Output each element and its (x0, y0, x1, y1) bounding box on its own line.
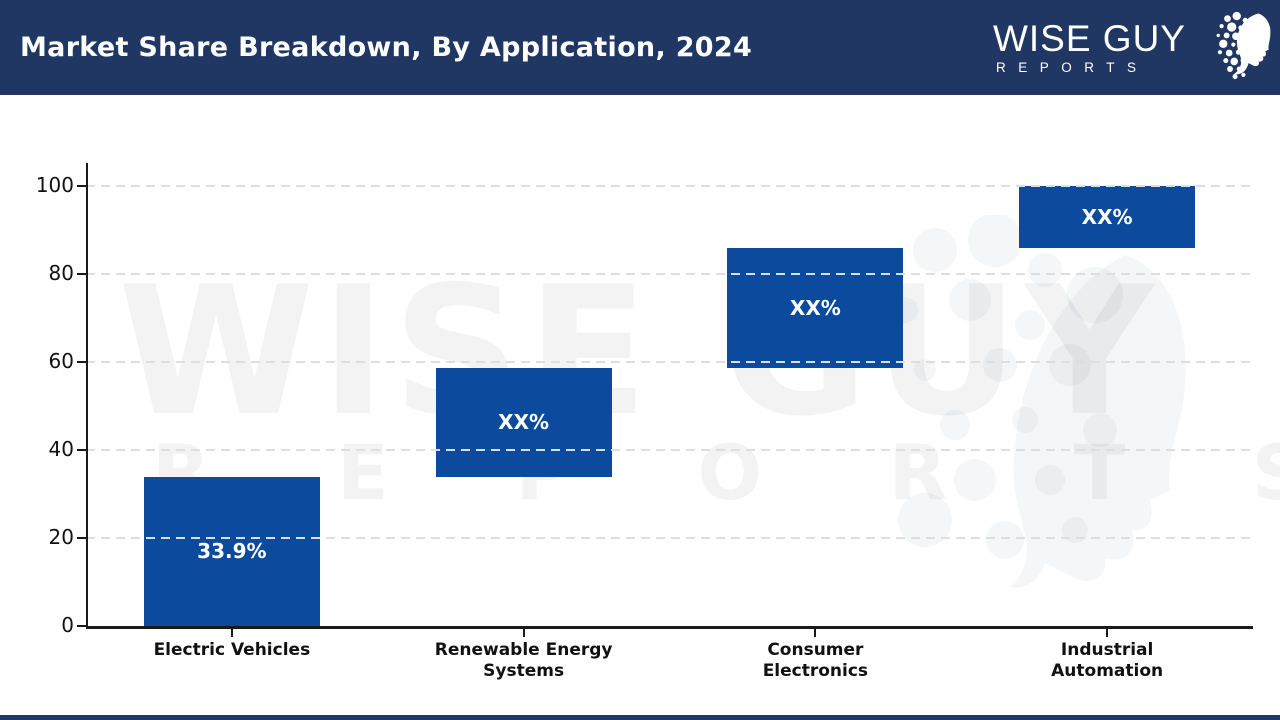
bar-industrial-automation: XX% (1019, 186, 1196, 249)
chart-area: WISE GUY R E P O R T S 0 20 40 60 80 100 33.9%… (0, 95, 1280, 715)
y-tick-100 (77, 185, 86, 187)
category-label-renewable-energy-systems: Renewable Energy Systems (434, 640, 613, 681)
y-tick-40 (77, 449, 86, 451)
y-tick-label-60: 60 (48, 349, 74, 373)
y-tick-label-0: 0 (61, 613, 74, 637)
category-label-industrial-automation: Industrial Automation (1051, 640, 1164, 681)
x-axis-line (86, 626, 1253, 629)
logo-face-icon (1216, 11, 1271, 79)
y-axis-line (86, 163, 88, 629)
watermark-face-dots (892, 215, 1186, 588)
y-tick-20 (77, 537, 86, 539)
logo-line1: WISE GUY (992, 18, 1186, 59)
logo-text: WISE GUY REPORTS (993, 20, 1186, 75)
wiseguy-logo: WISE GUY REPORTS (993, 5, 1280, 91)
y-tick-label-40: 40 (48, 437, 74, 461)
bar-consumer-electronics: XX% (727, 248, 904, 369)
header-bar: Market Share Breakdown, By Application, … (0, 0, 1280, 95)
watermark-text: WISE GUY (118, 248, 1160, 455)
page-title: Market Share Breakdown, By Application, … (20, 32, 753, 63)
bar-renewable-energy-systems: XX% (435, 368, 612, 477)
x-tick-industrial-automation (1106, 629, 1109, 637)
category-label-electric-vehicles: Electric Vehicles (153, 640, 311, 660)
bar-electric-vehicles: 33.9% (143, 476, 320, 626)
category-label-consumer-electronics: Consumer Electronics (762, 640, 869, 681)
gridline-20 (86, 537, 1253, 539)
gridline-40 (86, 449, 1253, 451)
y-tick-label-100: 100 (35, 173, 74, 197)
watermark-text-reports: R E P O R T S (152, 428, 1280, 517)
gridline-100 (86, 185, 1253, 187)
bar-value-label-consumer-electronics: XX% (789, 296, 841, 321)
y-tick-80 (77, 273, 86, 275)
bar-value-label-industrial-automation: XX% (1081, 205, 1133, 230)
bar-value-label-electric-vehicles: 33.9% (197, 539, 267, 564)
y-tick-label-80: 80 (48, 261, 74, 285)
logo-line2: REPORTS (995, 60, 1149, 75)
y-tick-label-20: 20 (48, 525, 74, 549)
x-tick-consumer-electronics (814, 629, 817, 637)
y-tick-60 (77, 361, 86, 363)
x-tick-renewable-energy-systems (522, 629, 525, 637)
y-tick-0 (77, 625, 86, 627)
gridline-80 (86, 273, 1253, 275)
bar-value-label-renewable-energy-systems: XX% (498, 410, 550, 435)
footer-bar (0, 715, 1280, 720)
x-tick-electric-vehicles (230, 629, 233, 637)
gridline-60 (86, 361, 1253, 363)
